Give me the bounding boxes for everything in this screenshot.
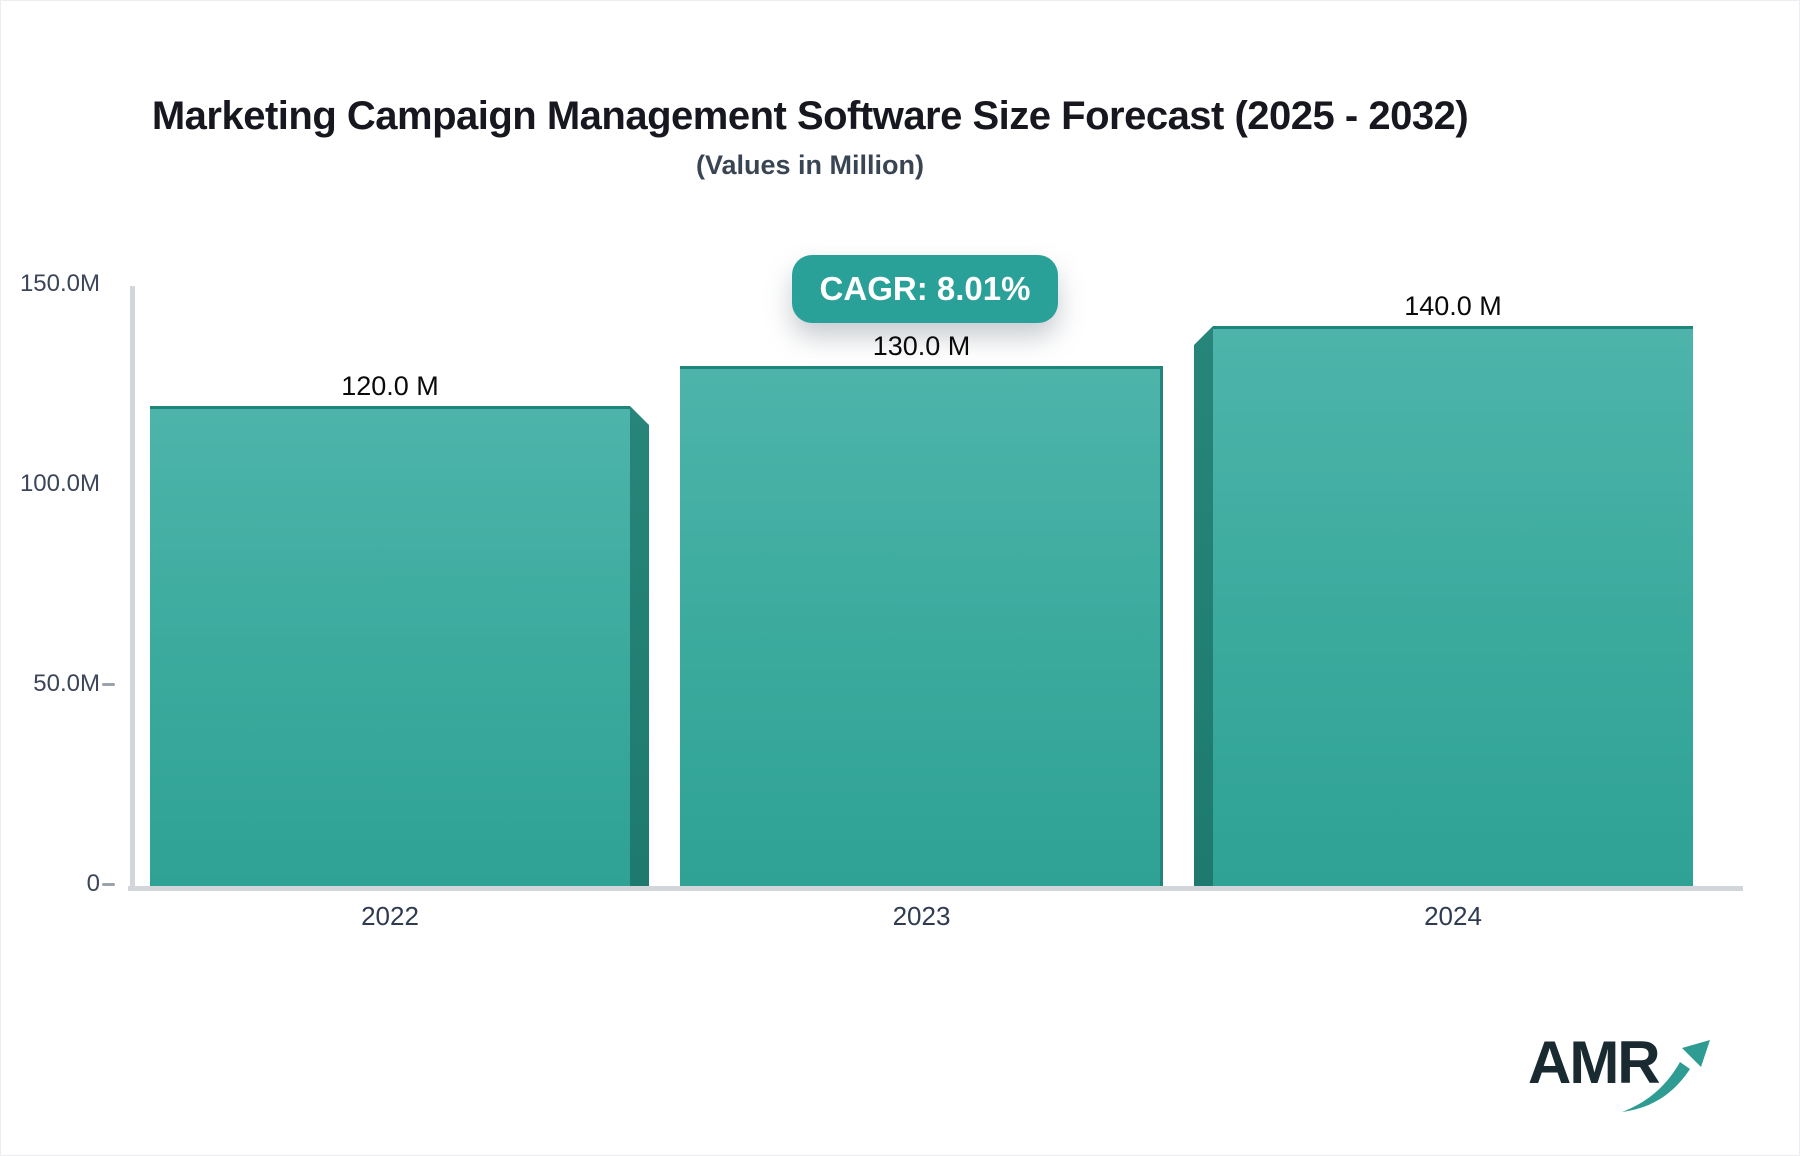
y-axis-line	[130, 286, 135, 891]
bar-value-label: 140.0 M	[1404, 291, 1502, 321]
cagr-badge: CAGR: 8.01%	[792, 255, 1058, 323]
bar-2022[interactable]	[150, 406, 630, 886]
x-category-label: 2022	[361, 901, 419, 931]
y-tick-label: 50.0M	[33, 670, 100, 697]
y-tick-label: 0	[86, 870, 100, 897]
bar-value-label: 130.0 M	[872, 331, 971, 361]
y-tick-label: 100.0M	[19, 470, 100, 497]
x-axis-line	[128, 886, 1743, 891]
growth-arrow-icon	[1622, 1040, 1710, 1112]
bar-side-face	[1194, 326, 1213, 886]
y-tick-dash	[102, 883, 115, 886]
cagr-badge-label: CAGR: 8.01%	[819, 270, 1031, 307]
bar-side-face	[630, 406, 649, 886]
bar-value-label: 120.0 M	[341, 371, 439, 401]
chart-title: Marketing Campaign Management Software S…	[151, 94, 1469, 138]
bar-2023[interactable]	[680, 366, 1163, 886]
x-category-label: 2023	[892, 901, 951, 931]
y-tick-dash	[102, 683, 115, 686]
x-category-label: 2024	[1424, 901, 1482, 931]
y-tick-label: 150.0M	[19, 270, 100, 297]
amr-logo-text: AMR	[1528, 1029, 1661, 1096]
amr-logo: AMR	[1528, 1028, 1718, 1118]
bar-2024[interactable]	[1213, 326, 1693, 886]
chart-subtitle: (Values in Million)	[695, 150, 925, 180]
